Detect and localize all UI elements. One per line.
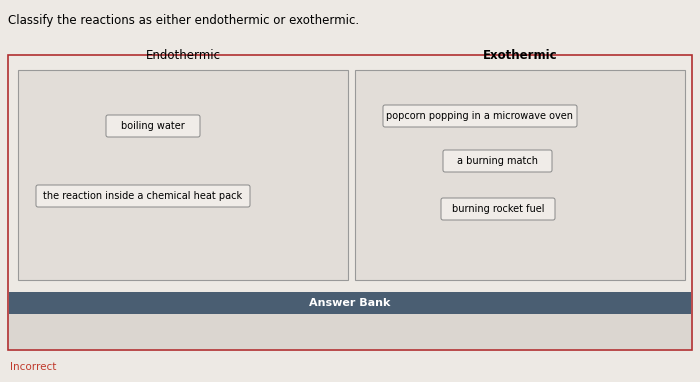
Text: Answer Bank: Answer Bank	[309, 298, 391, 308]
Text: Classify the reactions as either endothermic or exothermic.: Classify the reactions as either endothe…	[8, 14, 359, 27]
Text: the reaction inside a chemical heat pack: the reaction inside a chemical heat pack	[43, 191, 243, 201]
FancyBboxPatch shape	[383, 105, 577, 127]
FancyBboxPatch shape	[443, 150, 552, 172]
FancyBboxPatch shape	[18, 70, 348, 280]
FancyBboxPatch shape	[36, 185, 250, 207]
Text: Incorrect: Incorrect	[10, 362, 57, 372]
FancyBboxPatch shape	[106, 115, 200, 137]
Text: Exothermic: Exothermic	[483, 49, 557, 62]
FancyBboxPatch shape	[9, 292, 691, 314]
Text: burning rocket fuel: burning rocket fuel	[452, 204, 545, 214]
Text: boiling water: boiling water	[121, 121, 185, 131]
Text: a burning match: a burning match	[457, 156, 538, 166]
FancyBboxPatch shape	[9, 314, 691, 349]
Text: popcorn popping in a microwave oven: popcorn popping in a microwave oven	[386, 111, 573, 121]
Text: Endothermic: Endothermic	[146, 49, 220, 62]
FancyBboxPatch shape	[8, 55, 692, 350]
FancyBboxPatch shape	[355, 70, 685, 280]
FancyBboxPatch shape	[441, 198, 555, 220]
